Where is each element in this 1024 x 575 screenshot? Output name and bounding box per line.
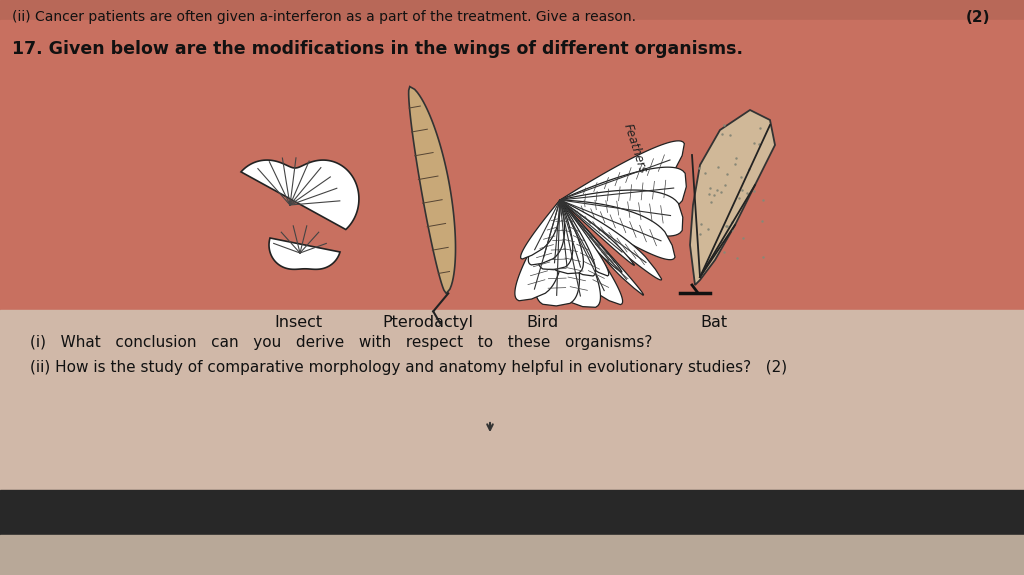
Polygon shape: [560, 200, 608, 276]
Text: Bird: Bird: [527, 315, 559, 330]
Bar: [0, 310, 1024, 510]
Polygon shape: [560, 200, 662, 280]
Text: Bat: Bat: [700, 315, 728, 330]
Text: (i)   What   conclusion   can   you   derive   with   respect   to   these   org: (i) What conclusion can you derive with …: [30, 335, 652, 350]
Polygon shape: [528, 200, 564, 265]
Polygon shape: [553, 200, 600, 307]
Bar: [0, 510, 1024, 550]
Polygon shape: [560, 141, 684, 200]
Polygon shape: [549, 200, 584, 274]
Polygon shape: [560, 200, 643, 295]
Polygon shape: [535, 200, 580, 306]
Polygon shape: [560, 200, 635, 265]
Polygon shape: [560, 200, 623, 305]
Polygon shape: [515, 200, 563, 301]
Text: (2): (2): [966, 10, 990, 25]
Text: 17. Given below are the modifications in the wings of different organisms.: 17. Given below are the modifications in…: [12, 40, 743, 58]
Polygon shape: [560, 167, 686, 213]
Text: (ii) Cancer patients are often given a-interferon as a part of the treatment. Gi: (ii) Cancer patients are often given a-i…: [12, 10, 636, 24]
Text: Insect: Insect: [274, 315, 323, 330]
Bar: [0, 535, 1024, 575]
Polygon shape: [269, 238, 340, 269]
Polygon shape: [409, 87, 456, 293]
Bar: [0, 20, 1024, 310]
Bar: [0, 490, 1024, 535]
Polygon shape: [558, 200, 596, 276]
Polygon shape: [560, 200, 622, 273]
Polygon shape: [560, 190, 683, 236]
Text: Feathers: Feathers: [621, 121, 649, 175]
Text: Pterodactyl: Pterodactyl: [383, 315, 473, 330]
Text: (ii) How is the study of comparative morphology and anatomy helpful in evolution: (ii) How is the study of comparative mor…: [30, 360, 787, 375]
Polygon shape: [560, 200, 675, 260]
Polygon shape: [520, 200, 560, 259]
Polygon shape: [538, 200, 572, 270]
Bar: [0, 0, 1024, 20]
Polygon shape: [241, 160, 359, 229]
Polygon shape: [690, 110, 775, 285]
